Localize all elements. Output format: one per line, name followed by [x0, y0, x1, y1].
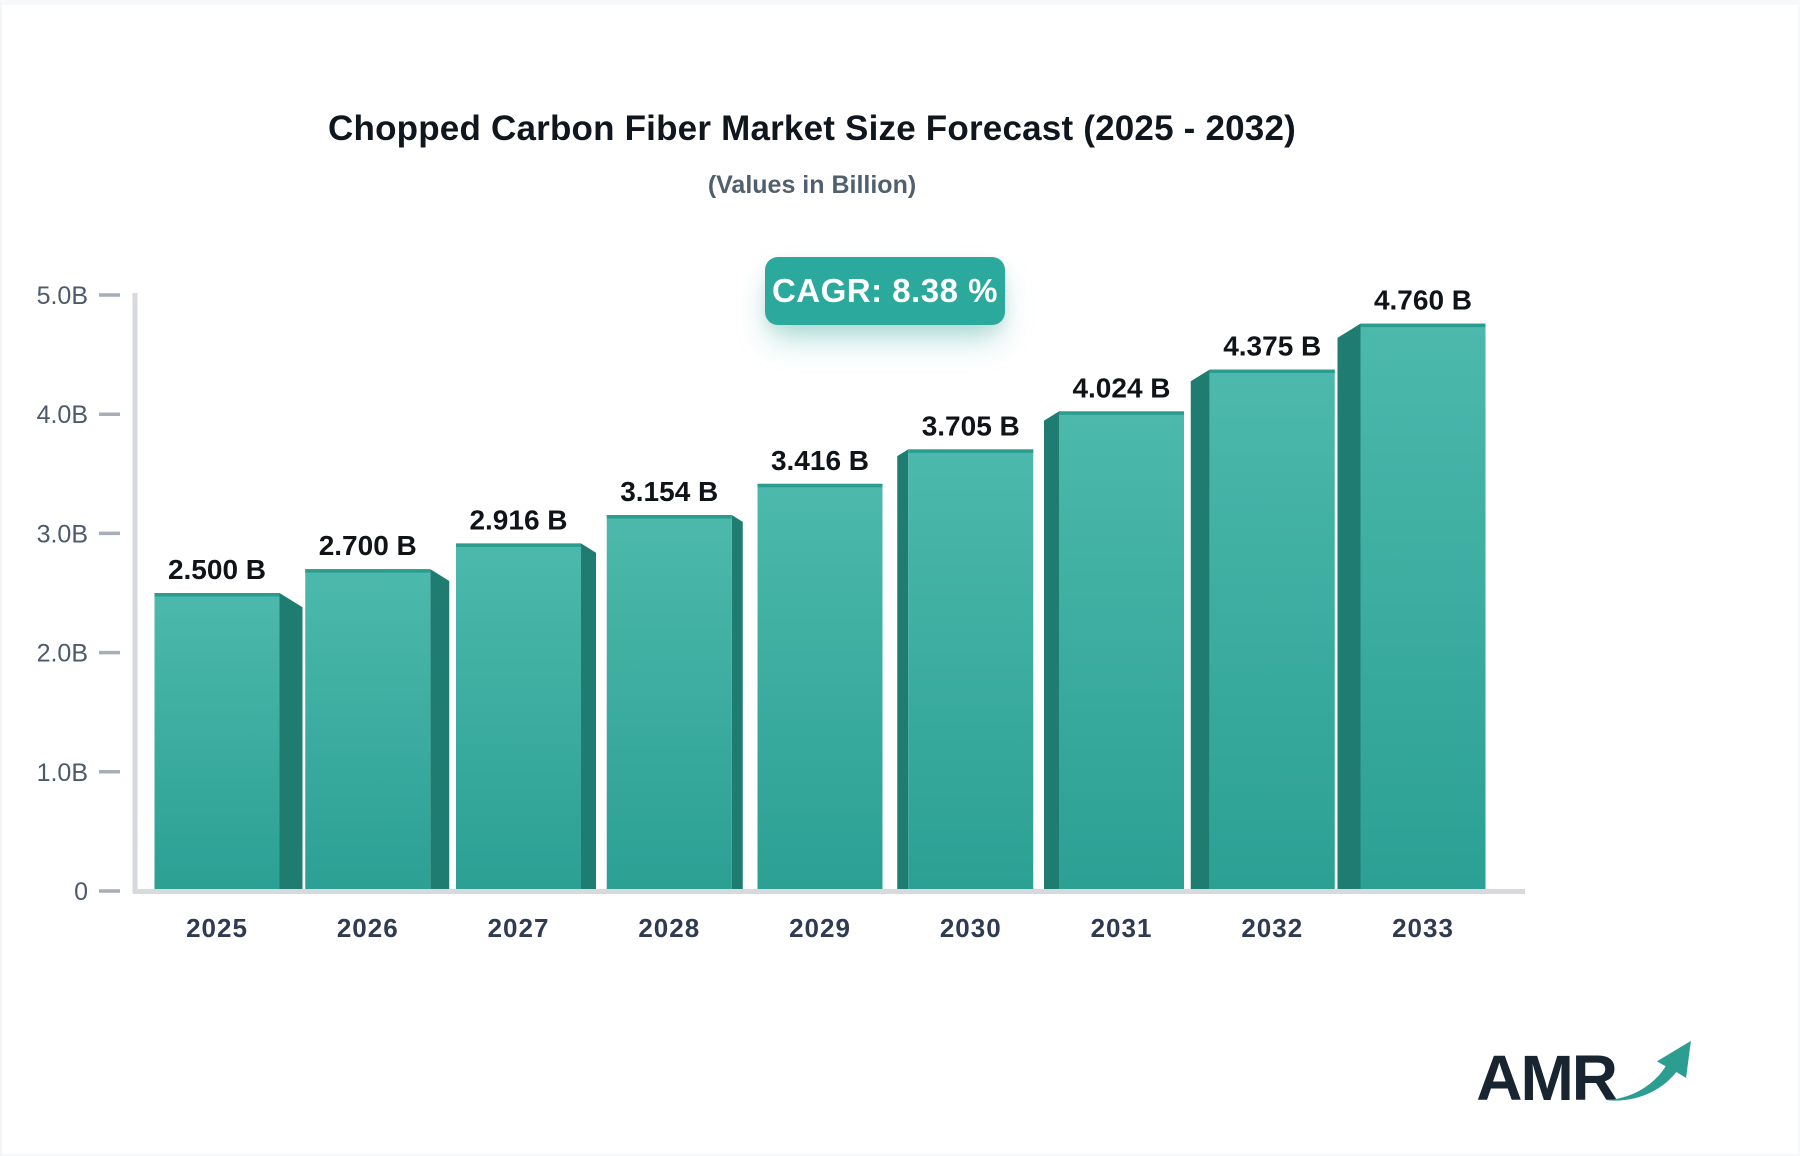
y-axis-label: 5.0B: [37, 282, 88, 310]
bar-side-face: [430, 569, 450, 889]
bar-top-edge: [456, 543, 581, 547]
bar-side-face: [581, 543, 596, 889]
x-axis-label: 2030: [940, 913, 1002, 943]
x-axis-label: 2031: [1091, 913, 1153, 943]
bar-value-label: 3.154 B: [620, 476, 718, 507]
chart-title: Chopped Carbon Fiber Market Size Forecas…: [328, 109, 1296, 148]
bar-top-edge: [1360, 323, 1486, 328]
bar-side-face: [1190, 369, 1210, 889]
x-axis-label: 2025: [186, 913, 248, 943]
bar-value-label: 4.024 B: [1072, 372, 1170, 403]
bar-top-edge: [1209, 369, 1335, 373]
bar-2027: [456, 543, 581, 889]
cagr-badge: CAGR: 8.38 %: [765, 257, 1005, 325]
bar-2026: [305, 569, 431, 889]
y-axis-label: 3.0B: [37, 520, 88, 548]
bar-value-label: 2.700 B: [319, 530, 417, 561]
bar-value-label: 2.500 B: [168, 554, 266, 585]
x-axis-label: 2032: [1241, 913, 1303, 943]
bar-side-face: [1337, 323, 1361, 889]
bar-group-2030: 3.705 B 2030: [897, 410, 1034, 943]
y-axis-label: 2.0B: [37, 640, 88, 668]
bar-value-label: 3.705 B: [922, 410, 1020, 441]
x-axis-label: 2028: [638, 913, 700, 943]
bar-side-face: [279, 593, 303, 889]
bar-value-label: 4.760 B: [1374, 285, 1472, 316]
amr-logo: AMR: [1476, 1038, 1702, 1110]
bar-2029: [757, 483, 883, 889]
x-axis-label: 2026: [337, 913, 399, 943]
bar-value-label: 3.416 B: [771, 445, 869, 476]
bar-side-face: [897, 449, 909, 889]
bar-side-face: [1044, 411, 1059, 889]
bar-group-2025: 2.500 B 2025: [154, 554, 303, 943]
bar-group-2033: 4.760 B 2033: [1337, 285, 1486, 943]
bar-top-edge: [757, 483, 883, 488]
x-axis-label: 2029: [789, 913, 851, 943]
x-axis-label: 2033: [1392, 913, 1454, 943]
chart-subtitle: (Values in Billion): [707, 171, 917, 199]
bar-group-2032: 4.375 B 2032: [1190, 331, 1335, 943]
bar-group-2028: 3.154 B 2028: [606, 476, 743, 943]
y-axis-label: 1.0B: [37, 759, 88, 787]
x-axis-label: 2027: [488, 913, 550, 943]
bar-2030: [908, 449, 1034, 889]
bar-group-2031: 4.024 B 2031: [1044, 372, 1184, 943]
bar-top-edge: [154, 593, 280, 597]
bar-2032: [1209, 369, 1335, 889]
bar-group-2027: 2.916 B 2027: [456, 504, 596, 943]
bar-side-face: [731, 515, 743, 889]
y-axis-label: 0: [74, 878, 88, 906]
bar-2028: [606, 515, 732, 889]
amr-logo-text: AMR: [1476, 1042, 1618, 1114]
y-axis-label: 4.0B: [37, 401, 88, 429]
bar-top-edge: [606, 515, 732, 519]
bar-top-edge: [908, 449, 1034, 453]
bar-2033: [1360, 323, 1486, 889]
bar-group-2029: 3.416 B 2029: [757, 445, 883, 943]
bar-2031: [1059, 411, 1184, 889]
bar-top-edge: [305, 569, 431, 573]
bar-group-2026: 2.700 B 2026: [305, 530, 450, 943]
cagr-badge-label: CAGR: 8.38 %: [771, 272, 999, 309]
bar-top-edge: [1059, 411, 1184, 415]
growth-arrow-icon: [1606, 1040, 1691, 1101]
bar-value-label: 2.916 B: [469, 504, 567, 535]
bar-value-label: 4.375 B: [1223, 331, 1321, 362]
bar-2025: [154, 593, 280, 889]
